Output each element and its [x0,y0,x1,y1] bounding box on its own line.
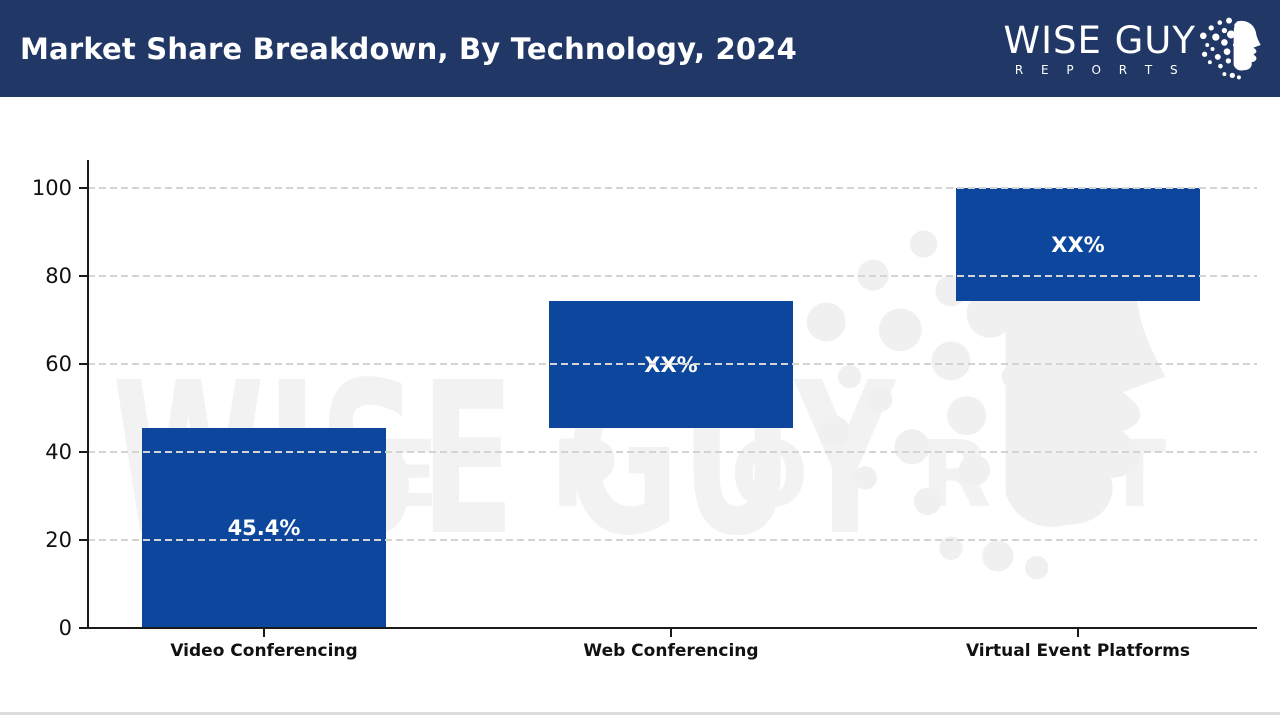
y-tick-mark-40 [79,451,88,453]
logo-wordmark: WISE GUY [1003,18,1196,62]
y-tick-mark-20 [79,539,88,541]
gridline-40 [88,451,1257,453]
gridline-80 [88,275,1257,277]
y-tick-label-100: 100 [31,176,72,200]
x-tick-label-2: Web Conferencing [583,641,759,661]
x-tick-mark-3 [1077,629,1079,637]
gridline-100 [88,187,1257,189]
x-tick-label-3: Virtual Event Platforms [965,641,1191,661]
x-tick-mark-2 [670,629,672,637]
bar-segment-1: 45.4% [142,428,386,628]
logo-subtitle: R E P O R T S [1014,62,1185,77]
wise-guy-logo: WISE GUY R E P O R T S [1004,9,1264,89]
dotted-face-logo-icon [1199,17,1261,79]
logo-text: WISE GUY R E P O R T S [1004,22,1196,76]
y-axis-line [87,160,89,628]
bar-segment-3: XX% [956,188,1200,302]
y-tick-mark-100 [79,187,88,189]
y-tick-mark-80 [79,275,88,277]
bar-value-label: 45.4% [227,516,301,541]
y-tick-label-60: 60 [45,352,72,376]
y-tick-label-80: 80 [45,264,72,288]
x-tick-label-1: Video Conferencing [170,641,358,661]
y-tick-mark-60 [79,363,88,365]
y-tick-label-0: 0 [58,616,72,640]
gridline-20 [88,539,1257,541]
footer-divider [0,712,1280,715]
x-axis-line [87,627,1257,629]
chart-region: WISE GUY R E P O R T S 0 20 40 60 80 100 45.4%… [0,97,1280,712]
header-bar: Market Share Breakdown, By Technology, 2… [0,0,1280,97]
x-tick-mark-1 [263,629,265,637]
bar-value-label: XX% [1051,232,1105,257]
y-tick-mark-0 [79,627,88,629]
y-tick-label-20: 20 [45,528,72,552]
chart-title: Market Share Breakdown, By Technology, 2… [20,31,798,66]
gridline-60 [88,363,1257,365]
y-tick-label-40: 40 [45,440,72,464]
